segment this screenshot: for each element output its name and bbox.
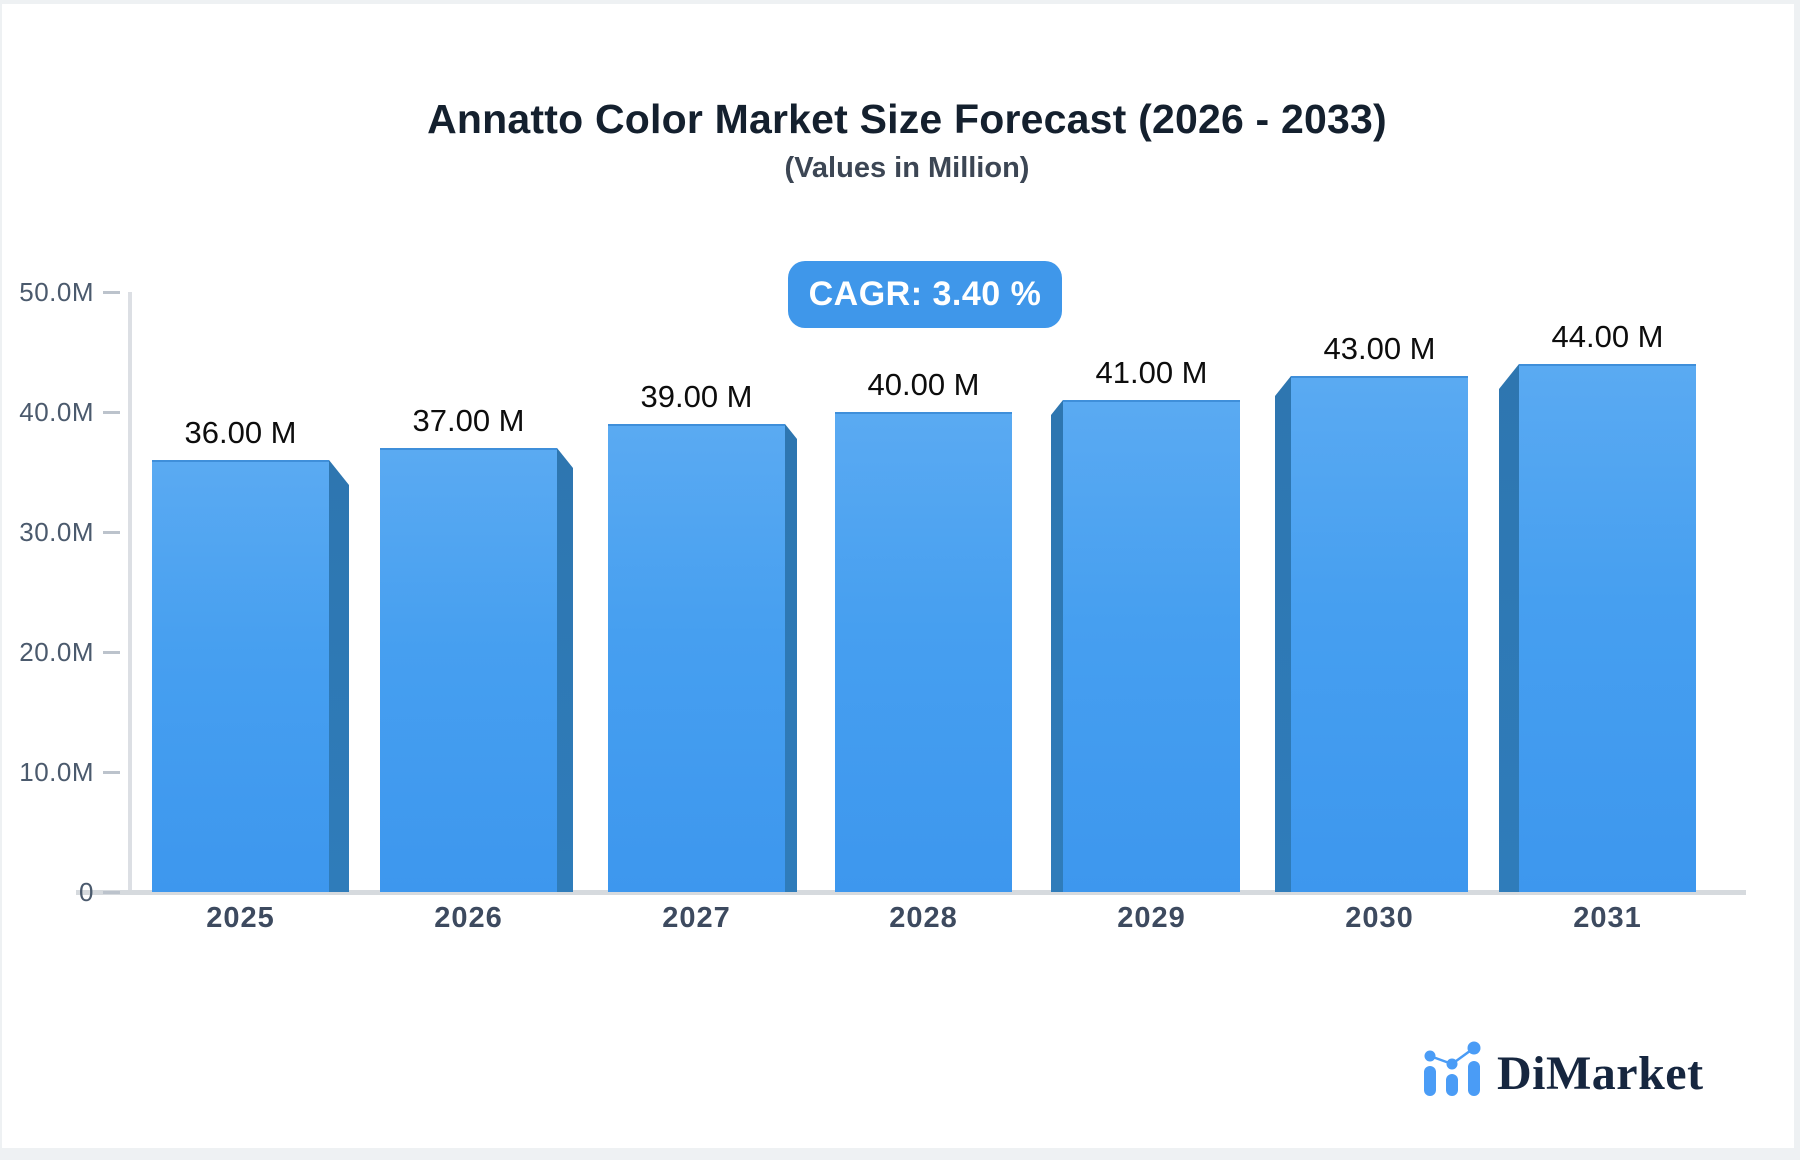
cagr-badge: CAGR: 3.40 % <box>788 261 1062 328</box>
bar-value-label: 40.00 M <box>867 367 980 402</box>
bar-side-3d-2030 <box>1275 376 1291 892</box>
x-axis-label: 2031 <box>1573 902 1642 934</box>
bar-value-label: 39.00 M <box>640 379 753 414</box>
y-axis-tick <box>103 531 120 534</box>
y-axis-label: 20.0M <box>19 637 94 667</box>
bar-2031[interactable] <box>1519 364 1696 892</box>
x-axis-label: 2026 <box>434 902 503 934</box>
brand-logo: DiMarket <box>1422 1040 1704 1098</box>
chart-title: Annatto Color Market Size Forecast (2026… <box>427 96 1387 142</box>
y-axis-label: 40.0M <box>19 397 94 427</box>
brand-logo-text: DiMarket <box>1497 1047 1704 1100</box>
y-axis-tick <box>103 411 120 414</box>
bar-side-3d-2025 <box>329 460 349 892</box>
x-axis-baseline <box>76 890 1746 895</box>
bar-side-3d-2029 <box>1051 400 1063 892</box>
bar-2026[interactable] <box>380 448 557 892</box>
bar-2028[interactable] <box>835 412 1012 892</box>
x-axis-label: 2027 <box>662 902 731 934</box>
y-axis-label: 50.0M <box>19 277 94 307</box>
y-axis-tick <box>103 891 120 894</box>
bar-side-3d-2031 <box>1499 364 1519 892</box>
bar-value-label: 36.00 M <box>184 415 297 450</box>
bar-value-label: 41.00 M <box>1095 355 1208 390</box>
x-axis-label: 2025 <box>206 902 275 934</box>
y-axis-tick <box>103 771 120 774</box>
x-axis-label: 2029 <box>1117 902 1186 934</box>
bar-2030[interactable] <box>1291 376 1468 892</box>
bar-value-label: 44.00 M <box>1551 319 1664 354</box>
bar-value-label: 37.00 M <box>412 403 525 438</box>
y-axis-label: 10.0M <box>19 757 94 787</box>
y-axis-tick <box>103 651 120 654</box>
plot-area: 50.0M 40.0M 30.0M 20.0M 10.0M 0 36.00 M 2025 37.… <box>2 4 1800 1160</box>
x-axis-label: 2030 <box>1345 902 1414 934</box>
y-axis-line <box>128 292 132 895</box>
y-axis-tick <box>103 291 120 294</box>
bar-2027[interactable] <box>608 424 785 892</box>
bar-value-label: 43.00 M <box>1323 331 1436 366</box>
y-axis-label: 30.0M <box>19 517 94 547</box>
bar-2025[interactable] <box>152 460 329 892</box>
bar-side-3d-2026 <box>557 448 573 892</box>
bar-chart-with-trend-dots-icon <box>1424 1041 1481 1096</box>
chart-card: Annatto Color Market Size Forecast (2026… <box>2 4 1794 1148</box>
bar-side-3d-2027 <box>785 424 797 892</box>
chart-subtitle: (Values in Million) <box>784 152 1030 184</box>
y-axis-label: 0 <box>79 877 94 907</box>
bar-2029[interactable] <box>1063 400 1240 892</box>
x-axis-label: 2028 <box>889 902 958 934</box>
